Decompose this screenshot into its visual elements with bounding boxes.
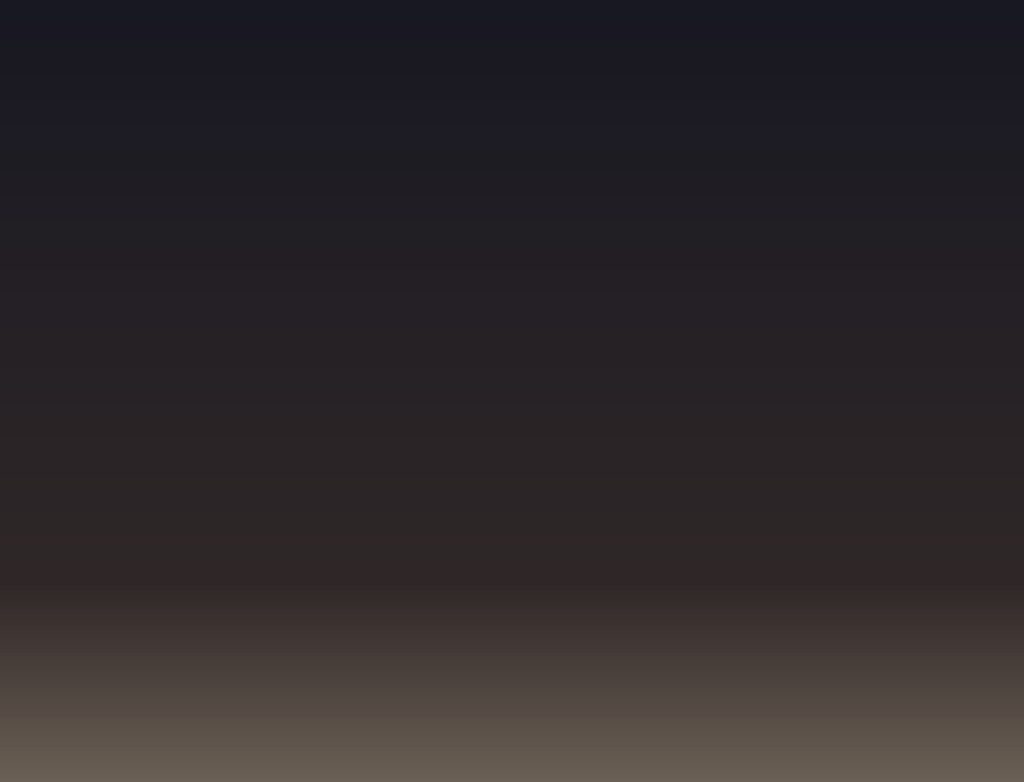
Text: $(-\sqrt{3},\,0) \cup (\sqrt{3},\,\infty)$: $(-\sqrt{3},\,0) \cup (\sqrt{3},\,\infty… bbox=[418, 325, 687, 363]
Text: B: B bbox=[345, 407, 364, 431]
Text: Q.  The domain of the function: Q. The domain of the function bbox=[172, 160, 604, 184]
Circle shape bbox=[323, 551, 386, 600]
Text: A: A bbox=[345, 332, 364, 356]
Circle shape bbox=[323, 395, 386, 443]
Text: $(-\sqrt{3},\,0) \cup (\sqrt{3},\,3) \cup (3,\,\infty)$: $(-\sqrt{3},\,0) \cup (\sqrt{3},\,3) \cu… bbox=[418, 556, 800, 595]
Text: is: is bbox=[676, 222, 710, 249]
Text: D: D bbox=[344, 564, 364, 587]
Text: $f(x) = \dfrac{1}{9-x^2} + \log_{20}(x^3 - 3x)$: $f(x) = \dfrac{1}{9-x^2} + \log_{20}(x^3… bbox=[165, 207, 541, 264]
Text: $(-\sqrt{3},\,0) \cup (\sqrt{3},\,3)$: $(-\sqrt{3},\,0) \cup (\sqrt{3},\,3)$ bbox=[418, 400, 682, 439]
Circle shape bbox=[323, 468, 386, 517]
Text: NTA Test 25: NTA Test 25 bbox=[396, 110, 622, 143]
FancyBboxPatch shape bbox=[156, 145, 846, 271]
Text: C: C bbox=[345, 480, 362, 504]
Text: $(-\sqrt{3},\,0) \cup (3,\,\infty)$: $(-\sqrt{3},\,0) \cup (3,\,\infty)$ bbox=[418, 473, 664, 512]
Circle shape bbox=[323, 320, 386, 368]
